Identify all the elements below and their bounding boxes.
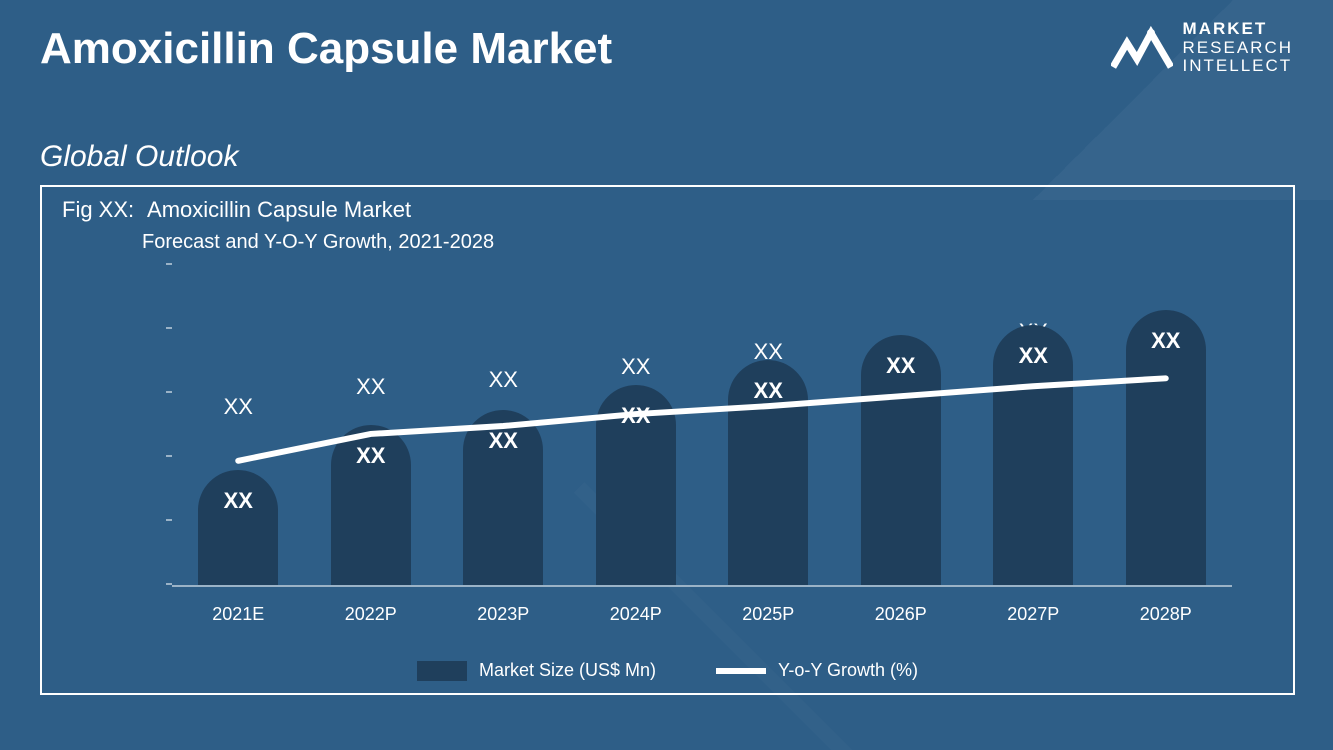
bar-group: XXXX	[331, 425, 411, 585]
bar-value-label: XX	[596, 403, 676, 429]
logo-mark-icon	[1111, 23, 1173, 73]
chart-frame: Fig XX: Amoxicillin Capsule Market Forec…	[40, 185, 1295, 695]
bar: XX	[1126, 310, 1206, 585]
page-title: Amoxicillin Capsule Market	[40, 24, 612, 74]
x-tick-label: 2025P	[728, 604, 808, 625]
x-tick-label: 2021E	[198, 604, 278, 625]
x-tick-label: 2024P	[596, 604, 676, 625]
bar-group: XXXX	[728, 360, 808, 585]
legend-bar-label: Market Size (US$ Mn)	[479, 660, 656, 681]
figure-title: Amoxicillin Capsule Market	[147, 197, 411, 222]
legend-swatch-line-icon	[716, 668, 766, 674]
bar-group: XXXX	[993, 325, 1073, 585]
bar: XX	[728, 360, 808, 585]
bar-group: XXXX	[861, 335, 941, 585]
logo-row-1: MARKET	[1183, 20, 1293, 39]
bar: XX	[993, 325, 1073, 585]
brand-logo: MARKET RESEARCH INTELLECT	[1111, 20, 1293, 76]
x-tick-label: 2023P	[463, 604, 543, 625]
x-tick-label: 2028P	[1126, 604, 1206, 625]
bar-value-label: XX	[728, 378, 808, 404]
growth-value-label: XX	[596, 354, 676, 380]
bar-group: XXXX	[596, 385, 676, 585]
bar-value-label: XX	[861, 353, 941, 379]
bar: XX	[198, 470, 278, 585]
logo-row-2: RESEARCH	[1183, 39, 1293, 58]
legend-item-bar: Market Size (US$ Mn)	[417, 660, 656, 681]
x-tick-label: 2026P	[861, 604, 941, 625]
bar-group: XXXX	[198, 470, 278, 585]
bar: XX	[463, 410, 543, 585]
growth-value-label: XX	[331, 374, 411, 400]
bar-group: XXXX	[1126, 310, 1206, 585]
growth-value-label: XX	[198, 394, 278, 420]
figure-label: Fig XX: Amoxicillin Capsule Market	[62, 197, 411, 223]
logo-text: MARKET RESEARCH INTELLECT	[1183, 20, 1293, 76]
figure-subtitle: Forecast and Y-O-Y Growth, 2021-2028	[142, 231, 494, 254]
bars-row: XXXXXXXXXXXXXXXXXXXXXXXXXXXXXXXX	[172, 267, 1232, 585]
logo-row-3: INTELLECT	[1183, 57, 1293, 76]
bar: XX	[596, 385, 676, 585]
x-tick-label: 2022P	[331, 604, 411, 625]
bar-value-label: XX	[331, 443, 411, 469]
bar: XX	[861, 335, 941, 585]
legend-line-label: Y-o-Y Growth (%)	[778, 660, 918, 681]
bar-value-label: XX	[463, 428, 543, 454]
x-axis-labels: 2021E 2022P 2023P 2024P 2025P 2026P 2027P 2028P	[172, 604, 1232, 625]
growth-value-label: XX	[463, 367, 543, 393]
bar-value-label: XX	[1126, 328, 1206, 354]
plot-area: XXXXXXXXXXXXXXXXXXXXXXXXXXXXXXXX 2021E20…	[172, 267, 1232, 587]
y-tick	[166, 263, 172, 265]
legend: Market Size (US$ Mn) Y-o-Y Growth (%)	[42, 660, 1293, 681]
subtitle: Global Outlook	[40, 140, 238, 174]
legend-item-line: Y-o-Y Growth (%)	[716, 660, 918, 681]
bar-value-label: XX	[993, 343, 1073, 369]
x-tick-label: 2027P	[993, 604, 1073, 625]
figure-number: Fig XX:	[62, 197, 134, 222]
bar-group: XXXX	[463, 410, 543, 585]
bar-value-label: XX	[198, 488, 278, 514]
legend-swatch-bar-icon	[417, 661, 467, 681]
bar: XX	[331, 425, 411, 585]
